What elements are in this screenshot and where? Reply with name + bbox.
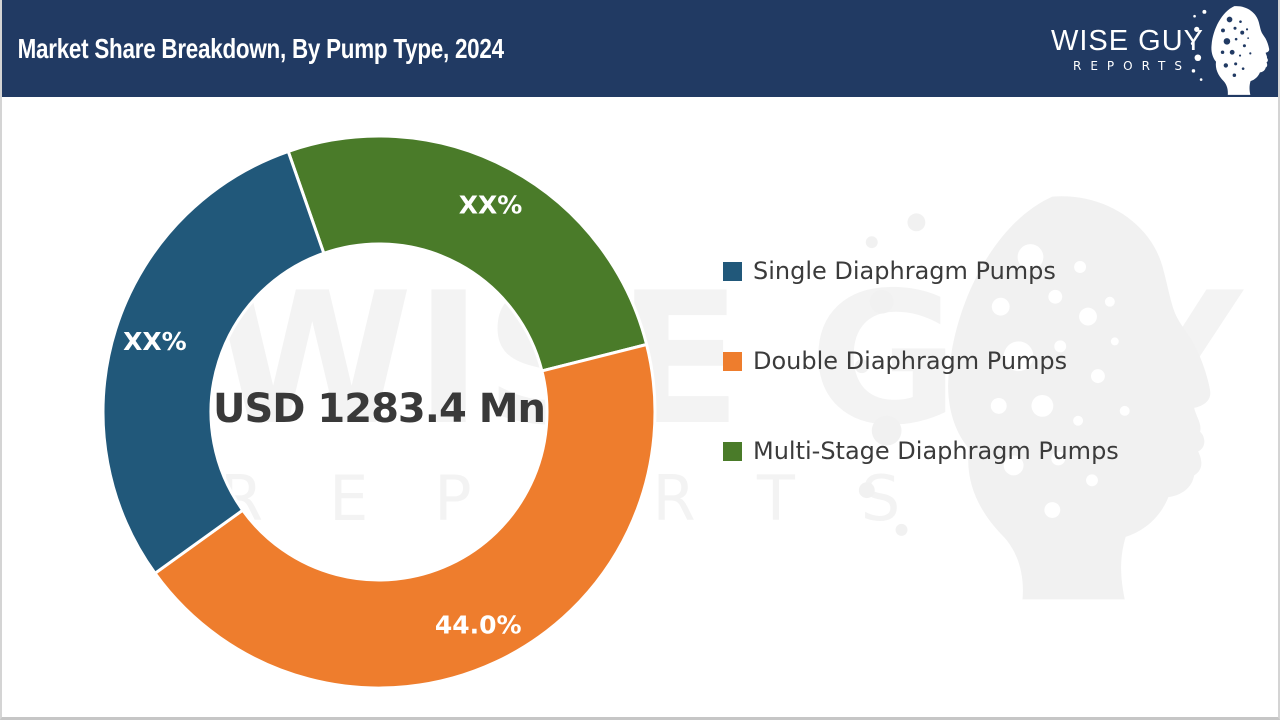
segment-label: 44.0% [435,611,522,640]
legend-label: Double Diaphragm Pumps [753,347,1068,375]
donut-segment [286,134,649,373]
legend-item: Multi-Stage Diaphragm Pumps [723,429,1119,473]
donut-segment [153,343,657,690]
logo-subtitle: REPORTS [1072,58,1191,73]
legend-swatch [723,351,742,371]
chart-legend: Single Diaphragm Pumps Double Diaphragm P… [723,249,1119,473]
segment-label: XX% [459,191,523,220]
donut-segment [101,149,326,575]
legend-swatch [723,441,742,461]
legend-label: Single Diaphragm Pumps [753,257,1056,285]
segment-label: XX% [123,327,187,356]
logo-text: WISE GUY REPORTS [1051,25,1204,73]
wiseguy-logo: WISE GUY REPORTS [1051,2,1270,95]
page-title: Market Share Breakdown, By Pump Type, 20… [17,32,504,64]
legend-label: Multi-Stage Diaphragm Pumps [753,437,1119,465]
logo-title: WISE GUY [1050,24,1204,57]
legend-item: Double Diaphragm Pumps [723,339,1119,383]
legend-item: Single Diaphragm Pumps [723,249,1119,293]
chart-center-value: USD 1283.4 Mn [213,386,546,432]
face-profile-logo-icon [1190,5,1270,95]
header-bar: Market Share Breakdown, By Pump Type, 20… [0,0,1280,97]
legend-swatch [723,261,742,281]
